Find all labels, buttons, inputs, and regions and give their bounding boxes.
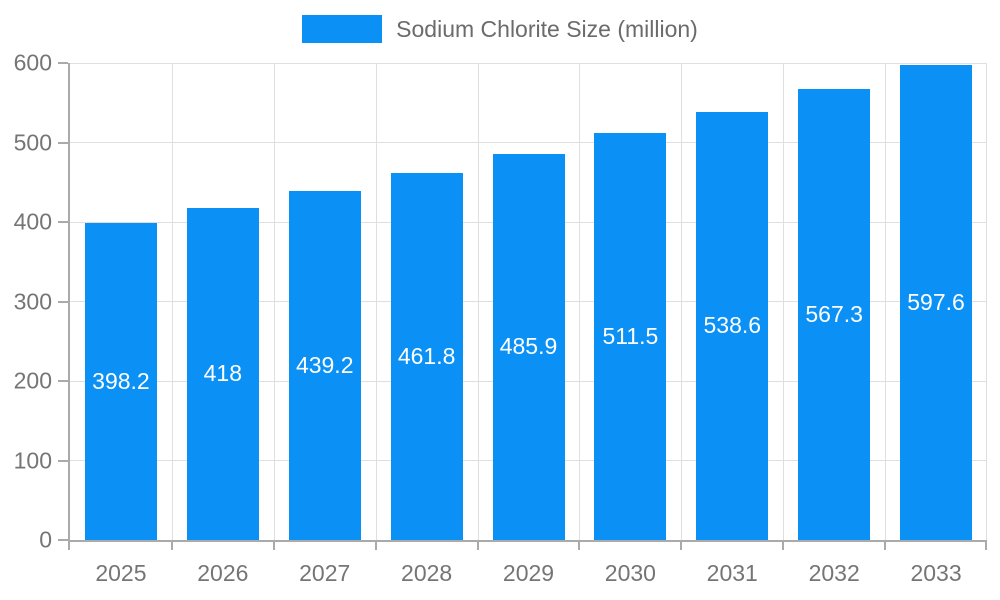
chart-legend[interactable]: Sodium Chlorite Size (million)	[0, 15, 1000, 43]
x-tick-label: 2026	[197, 560, 249, 586]
bar-value-label: 439.2	[295, 351, 354, 378]
v-gridline	[986, 63, 987, 540]
x-tick-label: 2028	[401, 560, 453, 586]
x-tick-mark	[170, 540, 173, 550]
y-tick-label: 100	[13, 447, 52, 473]
y-tick-mark	[58, 221, 68, 223]
y-tick-mark	[58, 539, 68, 541]
y-tick-label: 300	[13, 288, 52, 314]
bar-value-label: 567.3	[805, 301, 863, 327]
v-gridline	[273, 63, 275, 540]
bar-value-label: 485.9	[499, 333, 558, 360]
bar: 567.3	[798, 89, 871, 540]
bar-value-label: 418	[203, 360, 243, 387]
bar: 538.6	[696, 111, 769, 540]
x-tick-mark	[680, 540, 683, 550]
y-tick-label: 200	[13, 367, 52, 394]
x-tick-label: 2032	[808, 560, 860, 586]
x-tick-mark	[985, 540, 987, 550]
y-tick-label: 400	[13, 208, 52, 235]
y-tick-mark	[58, 300, 68, 303]
v-gridline	[885, 63, 887, 540]
bar-value-label: 597.6	[907, 288, 965, 315]
legend-label[interactable]: Sodium Chlorite Size (million)	[396, 16, 698, 42]
y-tick-mark	[58, 380, 68, 382]
bar-value-label: 538.6	[703, 312, 762, 339]
x-tick-mark	[272, 540, 275, 550]
x-tick-label: 2031	[706, 560, 758, 586]
x-tick-label: 2033	[910, 560, 962, 586]
h-gridline	[70, 62, 987, 64]
y-tick-label: 0	[39, 526, 52, 553]
x-tick-label: 2030	[604, 560, 656, 586]
bar-value-label: 511.5	[602, 323, 659, 350]
y-tick-label: 500	[13, 129, 52, 155]
bar-value-label: 461.8	[397, 342, 456, 369]
v-gridline	[681, 63, 683, 540]
x-tick-mark	[578, 540, 581, 550]
x-tick-mark	[68, 540, 70, 550]
h-gridline	[70, 142, 987, 143]
legend-swatch[interactable]	[302, 15, 383, 43]
v-gridline	[375, 63, 377, 540]
v-gridline	[477, 63, 479, 540]
v-gridline	[783, 63, 785, 540]
bar: 418	[186, 207, 259, 540]
bar: 485.9	[492, 153, 565, 540]
x-tick-label: 2027	[299, 560, 351, 586]
x-tick-mark	[476, 540, 479, 550]
v-gridline	[171, 63, 173, 540]
y-tick-mark	[58, 459, 68, 462]
bar: 439.2	[288, 190, 361, 540]
bar: 511.5	[594, 133, 667, 540]
v-gridline	[579, 63, 581, 540]
bar-value-label: 398.2	[92, 368, 150, 395]
bar: 597.6	[900, 64, 973, 540]
y-tick-mark	[58, 141, 68, 144]
x-tick-label: 2029	[502, 560, 555, 586]
y-tick-label: 600	[13, 49, 52, 76]
x-tick-mark	[884, 540, 887, 550]
plot-area: 0 100 200 300 400 500 600 398.2 2025 418 2026 439.2…	[14, 50, 987, 586]
x-tick-label: 2025	[95, 560, 147, 586]
bar: 461.8	[390, 172, 463, 540]
y-tick-mark	[58, 62, 68, 64]
bar: 398.2	[84, 223, 157, 540]
x-tick-mark	[782, 540, 785, 550]
x-tick-mark	[374, 540, 377, 550]
